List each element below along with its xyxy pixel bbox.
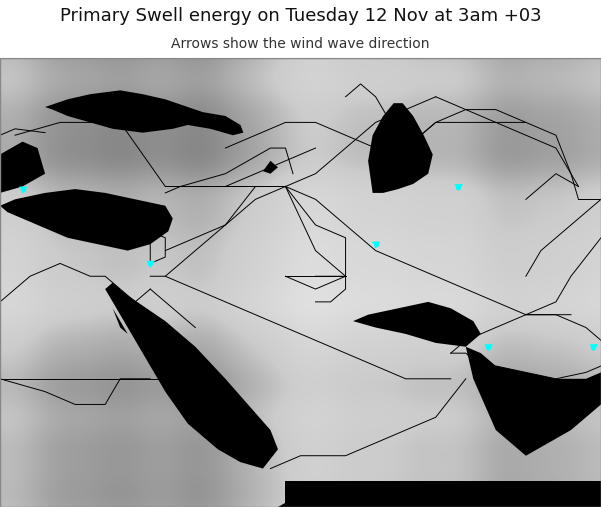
Text: Primary Swell energy on Tuesday 12 Nov at 3am +03: Primary Swell energy on Tuesday 12 Nov a… xyxy=(59,7,542,25)
Polygon shape xyxy=(0,189,173,250)
Polygon shape xyxy=(0,141,45,193)
Polygon shape xyxy=(263,161,278,174)
Text: Arrows show the wind wave direction: Arrows show the wind wave direction xyxy=(171,37,430,51)
Polygon shape xyxy=(368,103,433,193)
Polygon shape xyxy=(105,283,278,468)
Polygon shape xyxy=(353,302,481,347)
Polygon shape xyxy=(113,308,128,334)
Polygon shape xyxy=(466,347,601,456)
Polygon shape xyxy=(45,90,243,135)
Polygon shape xyxy=(285,481,601,507)
Polygon shape xyxy=(278,481,421,507)
